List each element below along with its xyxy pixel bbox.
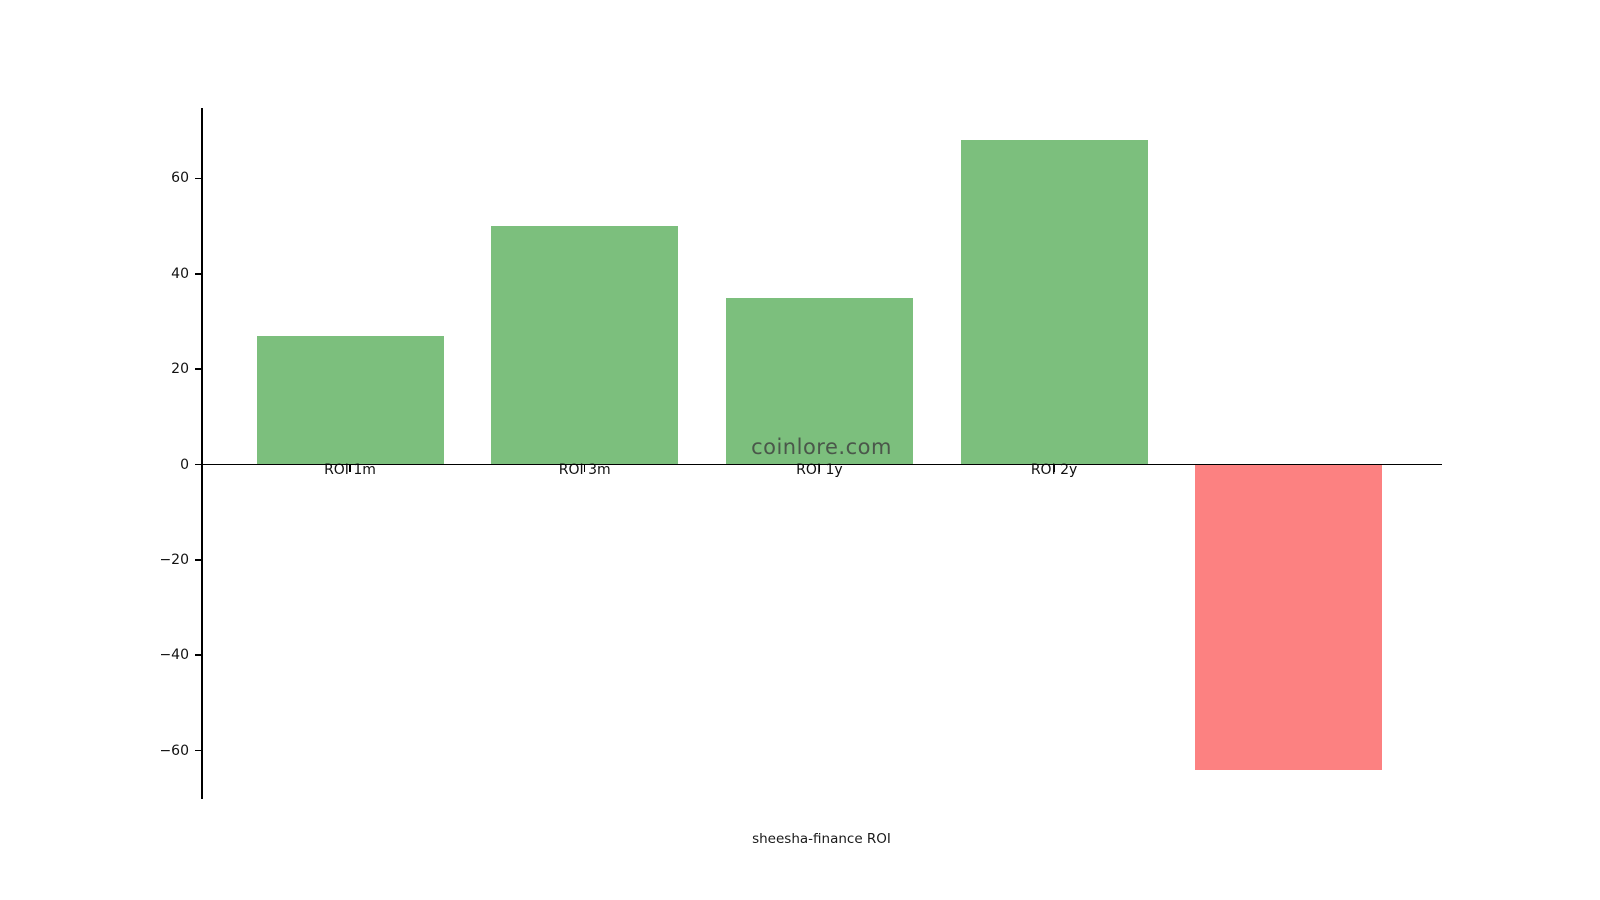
watermark-text: coinlore.com bbox=[751, 435, 892, 459]
bar-roi-2y bbox=[960, 140, 1148, 465]
x-tick-label-roi-1y: ROI 1y bbox=[796, 462, 843, 478]
y-tick-label-−60: −60 bbox=[159, 742, 189, 759]
x-tick-label-roi-1m: ROI 1m bbox=[324, 462, 376, 478]
x-tick-label-roi-3m: ROI 3m bbox=[558, 462, 611, 478]
x-tick-roi-3m bbox=[583, 465, 586, 472]
y-tick-label-20: 20 bbox=[171, 361, 189, 378]
bar-roi-1m bbox=[256, 335, 444, 465]
x-tick-roi-1y bbox=[818, 465, 821, 472]
y-tick-40 bbox=[195, 273, 201, 275]
y-tick-label-40: 40 bbox=[171, 265, 189, 282]
x-axis-line bbox=[201, 463, 1442, 465]
y-axis-line bbox=[201, 108, 203, 799]
x-tick-roi-2y bbox=[1053, 465, 1055, 472]
y-tick-label-0: 0 bbox=[180, 456, 189, 473]
y-tick-20 bbox=[195, 368, 201, 370]
chart-title: sheesha-finance ROI bbox=[752, 831, 891, 847]
y-tick-−60 bbox=[195, 749, 201, 752]
y-tick-0 bbox=[195, 463, 201, 466]
y-tick-label-60: 60 bbox=[171, 170, 189, 187]
y-tick-label-−40: −40 bbox=[159, 647, 189, 664]
y-tick-label-−20: −20 bbox=[159, 551, 189, 568]
bar-unlabeled bbox=[1195, 464, 1383, 770]
bar-roi-1y bbox=[725, 297, 913, 465]
x-tick-label-roi-2y: ROI 2y bbox=[1030, 462, 1078, 478]
y-tick-−20 bbox=[195, 559, 201, 561]
y-tick-−40 bbox=[195, 654, 201, 656]
x-tick-roi-1m bbox=[349, 465, 351, 472]
y-tick-60 bbox=[195, 177, 201, 180]
bar-roi-3m bbox=[491, 226, 679, 465]
